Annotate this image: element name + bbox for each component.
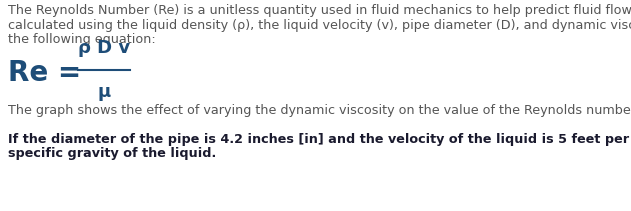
- Text: μ: μ: [97, 83, 110, 101]
- Text: Re =: Re =: [8, 59, 81, 87]
- Text: specific gravity of the liquid.: specific gravity of the liquid.: [8, 147, 216, 161]
- Text: ρ D v: ρ D v: [78, 39, 130, 57]
- Text: The Reynolds Number (Re) is a unitless quantity used in fluid mechanics to help : The Reynolds Number (Re) is a unitless q…: [8, 4, 631, 17]
- Text: If the diameter of the pipe is 4.2 inches [in] and the velocity of the liquid is: If the diameter of the pipe is 4.2 inche…: [8, 133, 631, 146]
- Text: the following equation:: the following equation:: [8, 33, 156, 46]
- Text: The graph shows the effect of varying the dynamic viscosity on the value of the : The graph shows the effect of varying th…: [8, 104, 631, 117]
- Text: calculated using the liquid density (ρ), the liquid velocity (v), pipe diameter : calculated using the liquid density (ρ),…: [8, 19, 631, 31]
